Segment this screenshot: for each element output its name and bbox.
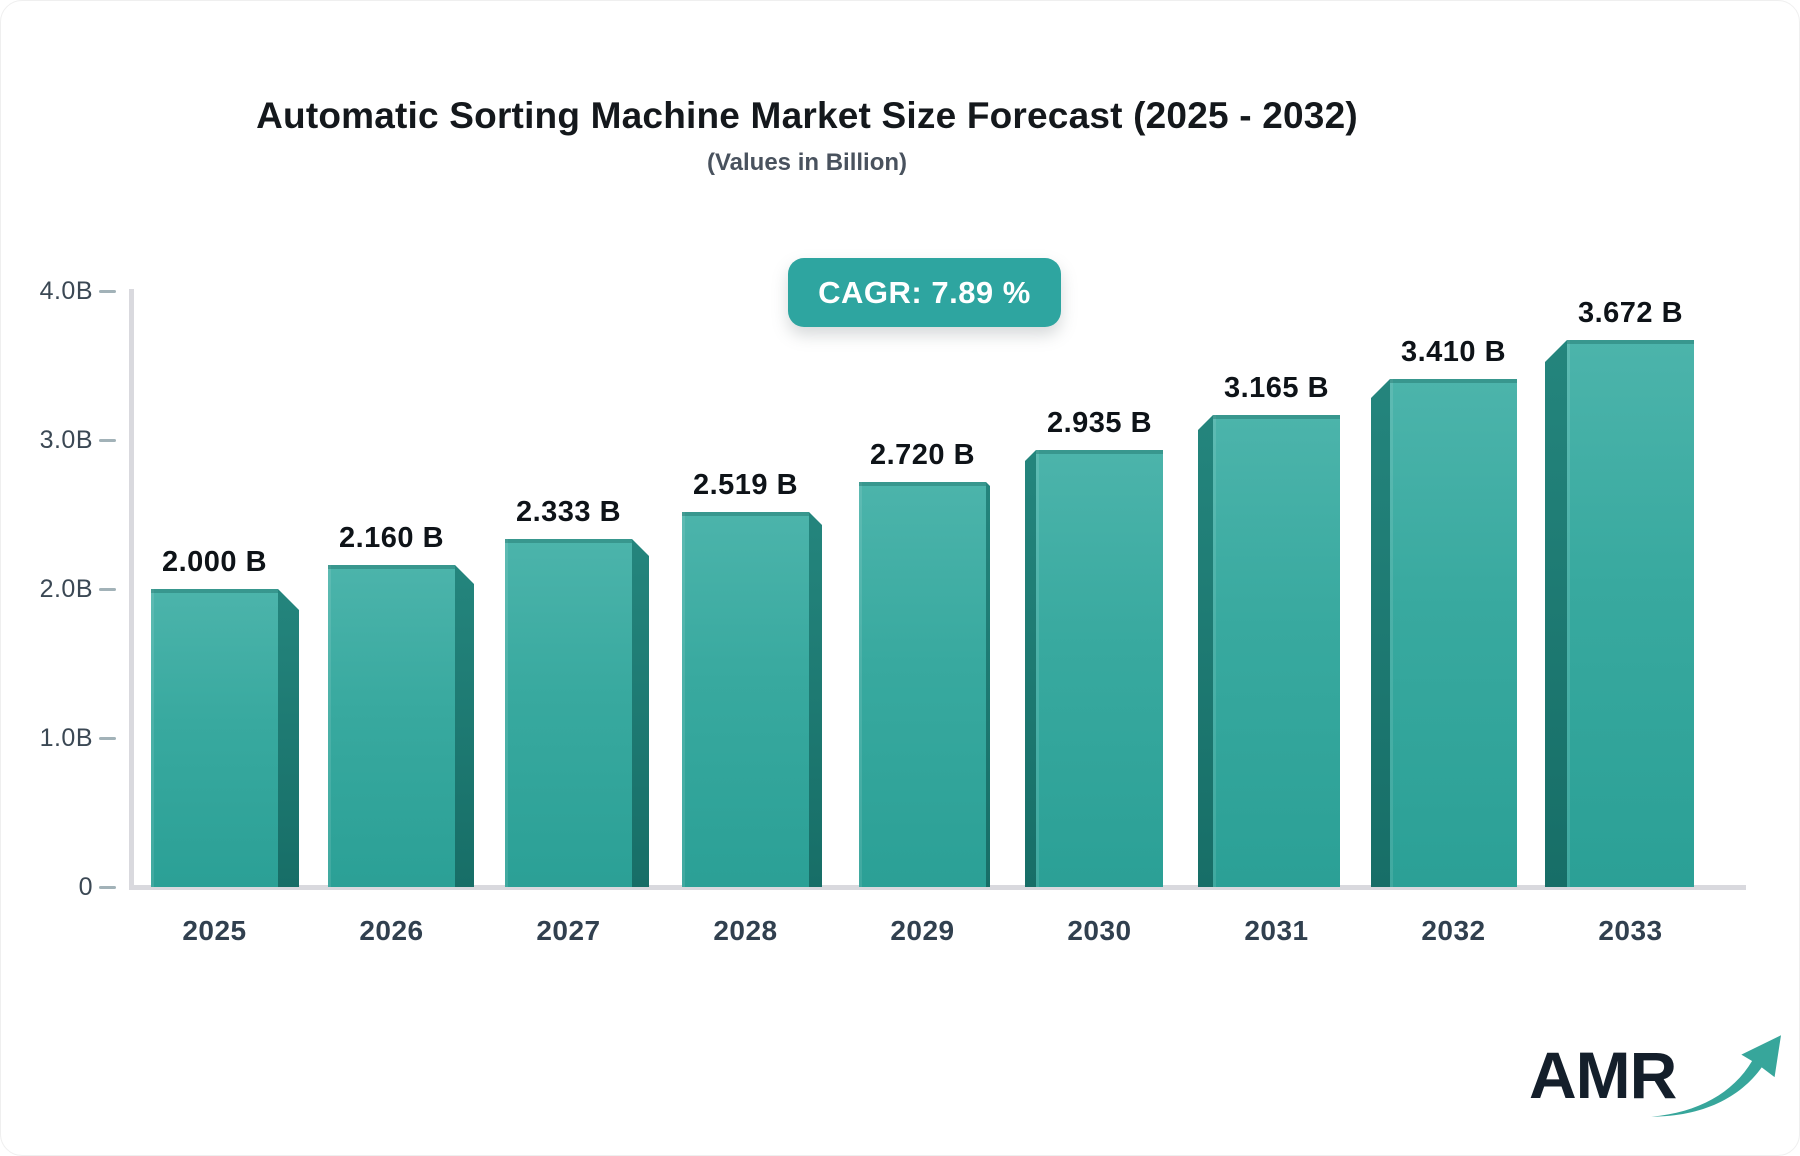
bar-side-face (986, 482, 990, 887)
bar-front-face (328, 565, 455, 887)
y-tick-label: 4.0B (39, 277, 93, 305)
chart-title: Automatic Sorting Machine Market Size Fo… (256, 95, 1358, 136)
bar-value-label: 2.935 B (1046, 407, 1153, 439)
y-tick-dash (99, 737, 116, 740)
bar-front-face (1036, 450, 1163, 887)
bar-front-face (859, 482, 986, 887)
y-tick-label: 1.0B (39, 724, 93, 752)
x-axis-year-label: 2031 (1244, 915, 1309, 946)
x-axis-year-label: 2033 (1598, 915, 1663, 946)
bar-value-label: 2.519 B (692, 469, 799, 501)
x-axis-year-label: 2026 (359, 915, 424, 946)
bar-value-label: 3.165 B (1223, 372, 1330, 404)
bar-value-label: 2.000 B (161, 546, 268, 578)
chart-subtitle: (Values in Billion) (706, 149, 908, 176)
bar-value-label: 3.672 B (1577, 297, 1684, 329)
bar-front-face (1567, 340, 1694, 887)
y-tick-dash (99, 290, 116, 293)
y-tick-label: 3.0B (39, 426, 93, 454)
x-axis-year-label: 2030 (1067, 915, 1132, 946)
y-tick-dash (99, 588, 116, 591)
x-axis-year-label: 2027 (536, 915, 601, 946)
bar-side-face (1545, 340, 1567, 887)
bar-front-face (1390, 379, 1517, 887)
bar-value-label: 3.410 B (1400, 336, 1507, 368)
y-tick-dash (99, 439, 116, 442)
bar-side-face (1198, 415, 1213, 887)
x-axis-year-label: 2025 (182, 915, 247, 946)
brand-logo-text: AMR (1529, 1038, 1677, 1112)
cagr-badge: CAGR: 7.89 % (788, 258, 1061, 327)
bar-front-face (1213, 415, 1340, 887)
growth-arrow-icon (1651, 1035, 1781, 1117)
bar-front-face (505, 539, 632, 887)
bar-side-face (1371, 379, 1390, 887)
y-tick-dash (99, 886, 116, 889)
bar-front-face (682, 512, 809, 887)
bar-side-face (632, 539, 649, 887)
x-axis-year-label: 2028 (713, 915, 778, 946)
bar-value-label: 2.720 B (869, 439, 976, 471)
bar-side-face (455, 565, 474, 887)
bar-front-face (151, 589, 278, 887)
brand-logo: AMR (1529, 1031, 1781, 1127)
bar-side-face (278, 589, 299, 887)
x-axis-year-label: 2032 (1421, 915, 1486, 946)
bar-value-label: 2.333 B (515, 496, 622, 528)
bar-side-face (1025, 450, 1036, 887)
x-axis-year-label: 2029 (890, 915, 955, 946)
bar-value-label: 2.160 B (338, 522, 445, 554)
bar-side-face (809, 512, 822, 887)
y-tick-label: 0 (78, 873, 93, 901)
y-tick-label: 2.0B (39, 575, 93, 603)
y-axis-line (129, 289, 134, 890)
x-axis-line (129, 885, 1746, 890)
